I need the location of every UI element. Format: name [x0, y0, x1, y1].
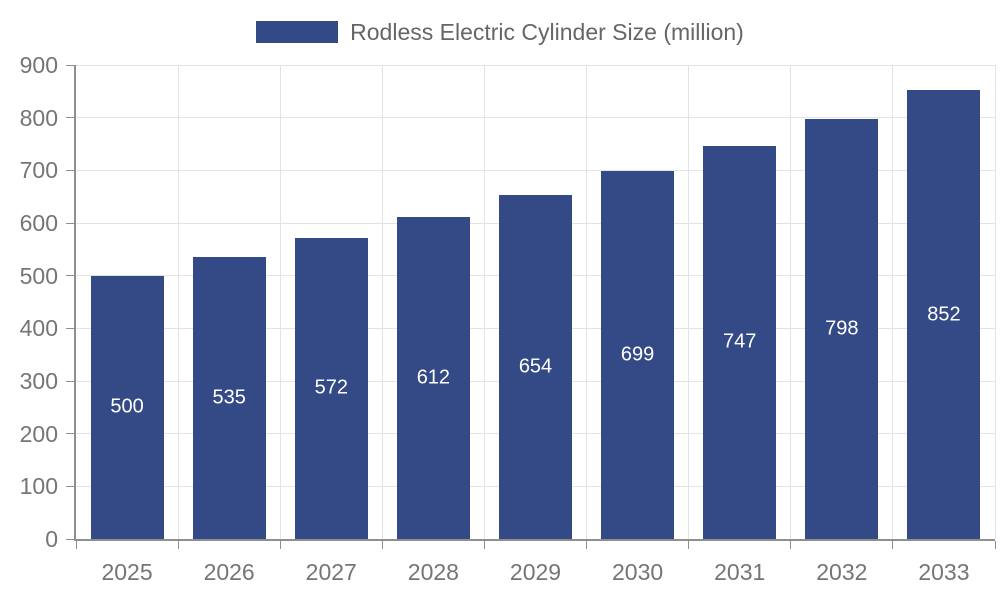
- y-axis-tick-label: 300: [19, 368, 58, 394]
- bar-2033[interactable]: 852: [907, 90, 981, 539]
- y-axis-tick-label: 800: [19, 104, 58, 131]
- x-axis-tick: [892, 541, 894, 549]
- y-axis-tick: [66, 64, 74, 66]
- y-axis-tick-label: 600: [19, 210, 58, 236]
- v-gridline: [279, 65, 281, 539]
- y-axis-tick-label: 100: [19, 473, 58, 500]
- bar-2032[interactable]: 798: [805, 118, 879, 539]
- y-axis-tick: [66, 275, 74, 277]
- h-gridline: [76, 117, 995, 119]
- y-axis-tick: [66, 222, 74, 224]
- x-axis-tick: [994, 541, 996, 549]
- h-gridline: [76, 64, 995, 66]
- v-gridline: [381, 65, 383, 539]
- bar-2029[interactable]: 654: [499, 194, 572, 539]
- x-axis-tick: [279, 541, 281, 549]
- y-axis-tick-label: 0: [45, 526, 58, 552]
- x-axis-tick: [483, 541, 485, 549]
- x-axis-tick: [688, 541, 690, 549]
- legend-label: Rodless Electric Cylinder Size (million): [350, 18, 744, 45]
- y-axis-tick: [66, 380, 74, 382]
- v-gridline: [688, 65, 690, 539]
- v-gridline: [177, 65, 179, 539]
- y-axis-tick-label: 700: [19, 157, 58, 184]
- x-axis-tick-label: 2030: [612, 559, 664, 585]
- x-axis-tick: [177, 541, 179, 549]
- bar-value-label: 500: [110, 395, 144, 418]
- bar-value-label: 852: [927, 303, 961, 326]
- v-gridline: [586, 65, 588, 539]
- y-axis-tick: [66, 327, 74, 329]
- bar-2025[interactable]: 500: [90, 275, 164, 539]
- y-axis-tick-label: 900: [19, 52, 58, 78]
- v-gridline: [892, 65, 894, 539]
- x-axis-tick-label: 2028: [407, 559, 459, 585]
- v-gridline: [483, 65, 485, 539]
- bar-2031[interactable]: 747: [703, 145, 777, 539]
- bar-value-label: 535: [212, 386, 246, 409]
- h-gridline: [76, 169, 995, 171]
- x-axis-tick-label: 2029: [509, 559, 562, 585]
- x-axis-tick: [75, 541, 77, 549]
- y-axis-tick: [66, 485, 74, 487]
- bar-value-label: 572: [314, 376, 348, 399]
- legend-swatch: [256, 21, 339, 43]
- y-axis-tick: [66, 117, 74, 119]
- bar-value-label: 699: [620, 343, 655, 366]
- x-axis-tick-label: 2025: [101, 559, 153, 585]
- bar-2027[interactable]: 572: [294, 237, 368, 539]
- bar-2030[interactable]: 699: [601, 170, 675, 539]
- y-axis-tick: [66, 538, 74, 540]
- y-axis-tick-label: 200: [19, 420, 58, 447]
- bar-value-label: 798: [825, 317, 859, 340]
- x-axis-tick: [381, 541, 383, 549]
- plot-area: 0 100 200 300 400 500 600 700 800 900 500 2025 535 20…: [20, 52, 996, 585]
- y-axis-tick: [66, 169, 74, 171]
- bar-value-label: 747: [723, 330, 757, 353]
- y-axis-tick: [66, 433, 74, 435]
- y-axis-tick-label: 500: [19, 262, 58, 289]
- y-axis-tick-label: 400: [19, 315, 58, 342]
- x-axis-tick: [586, 541, 588, 549]
- bar-value-label: 612: [416, 366, 451, 389]
- bar-value-label: 654: [518, 355, 553, 378]
- x-axis-tick-label: 2026: [203, 559, 255, 585]
- x-axis-tick-label: 2031: [714, 559, 766, 585]
- v-gridline: [790, 65, 792, 539]
- x-axis-tick-label: 2032: [816, 559, 868, 585]
- x-axis-tick: [790, 541, 792, 549]
- v-gridline: [994, 65, 996, 539]
- x-axis-tick-label: 2033: [918, 559, 970, 585]
- bar-2026[interactable]: 535: [192, 257, 266, 539]
- bar-2028[interactable]: 612: [396, 216, 470, 539]
- x-axis-tick-label: 2027: [305, 559, 357, 585]
- chart-legend[interactable]: Rodless Electric Cylinder Size (million): [0, 14, 1000, 50]
